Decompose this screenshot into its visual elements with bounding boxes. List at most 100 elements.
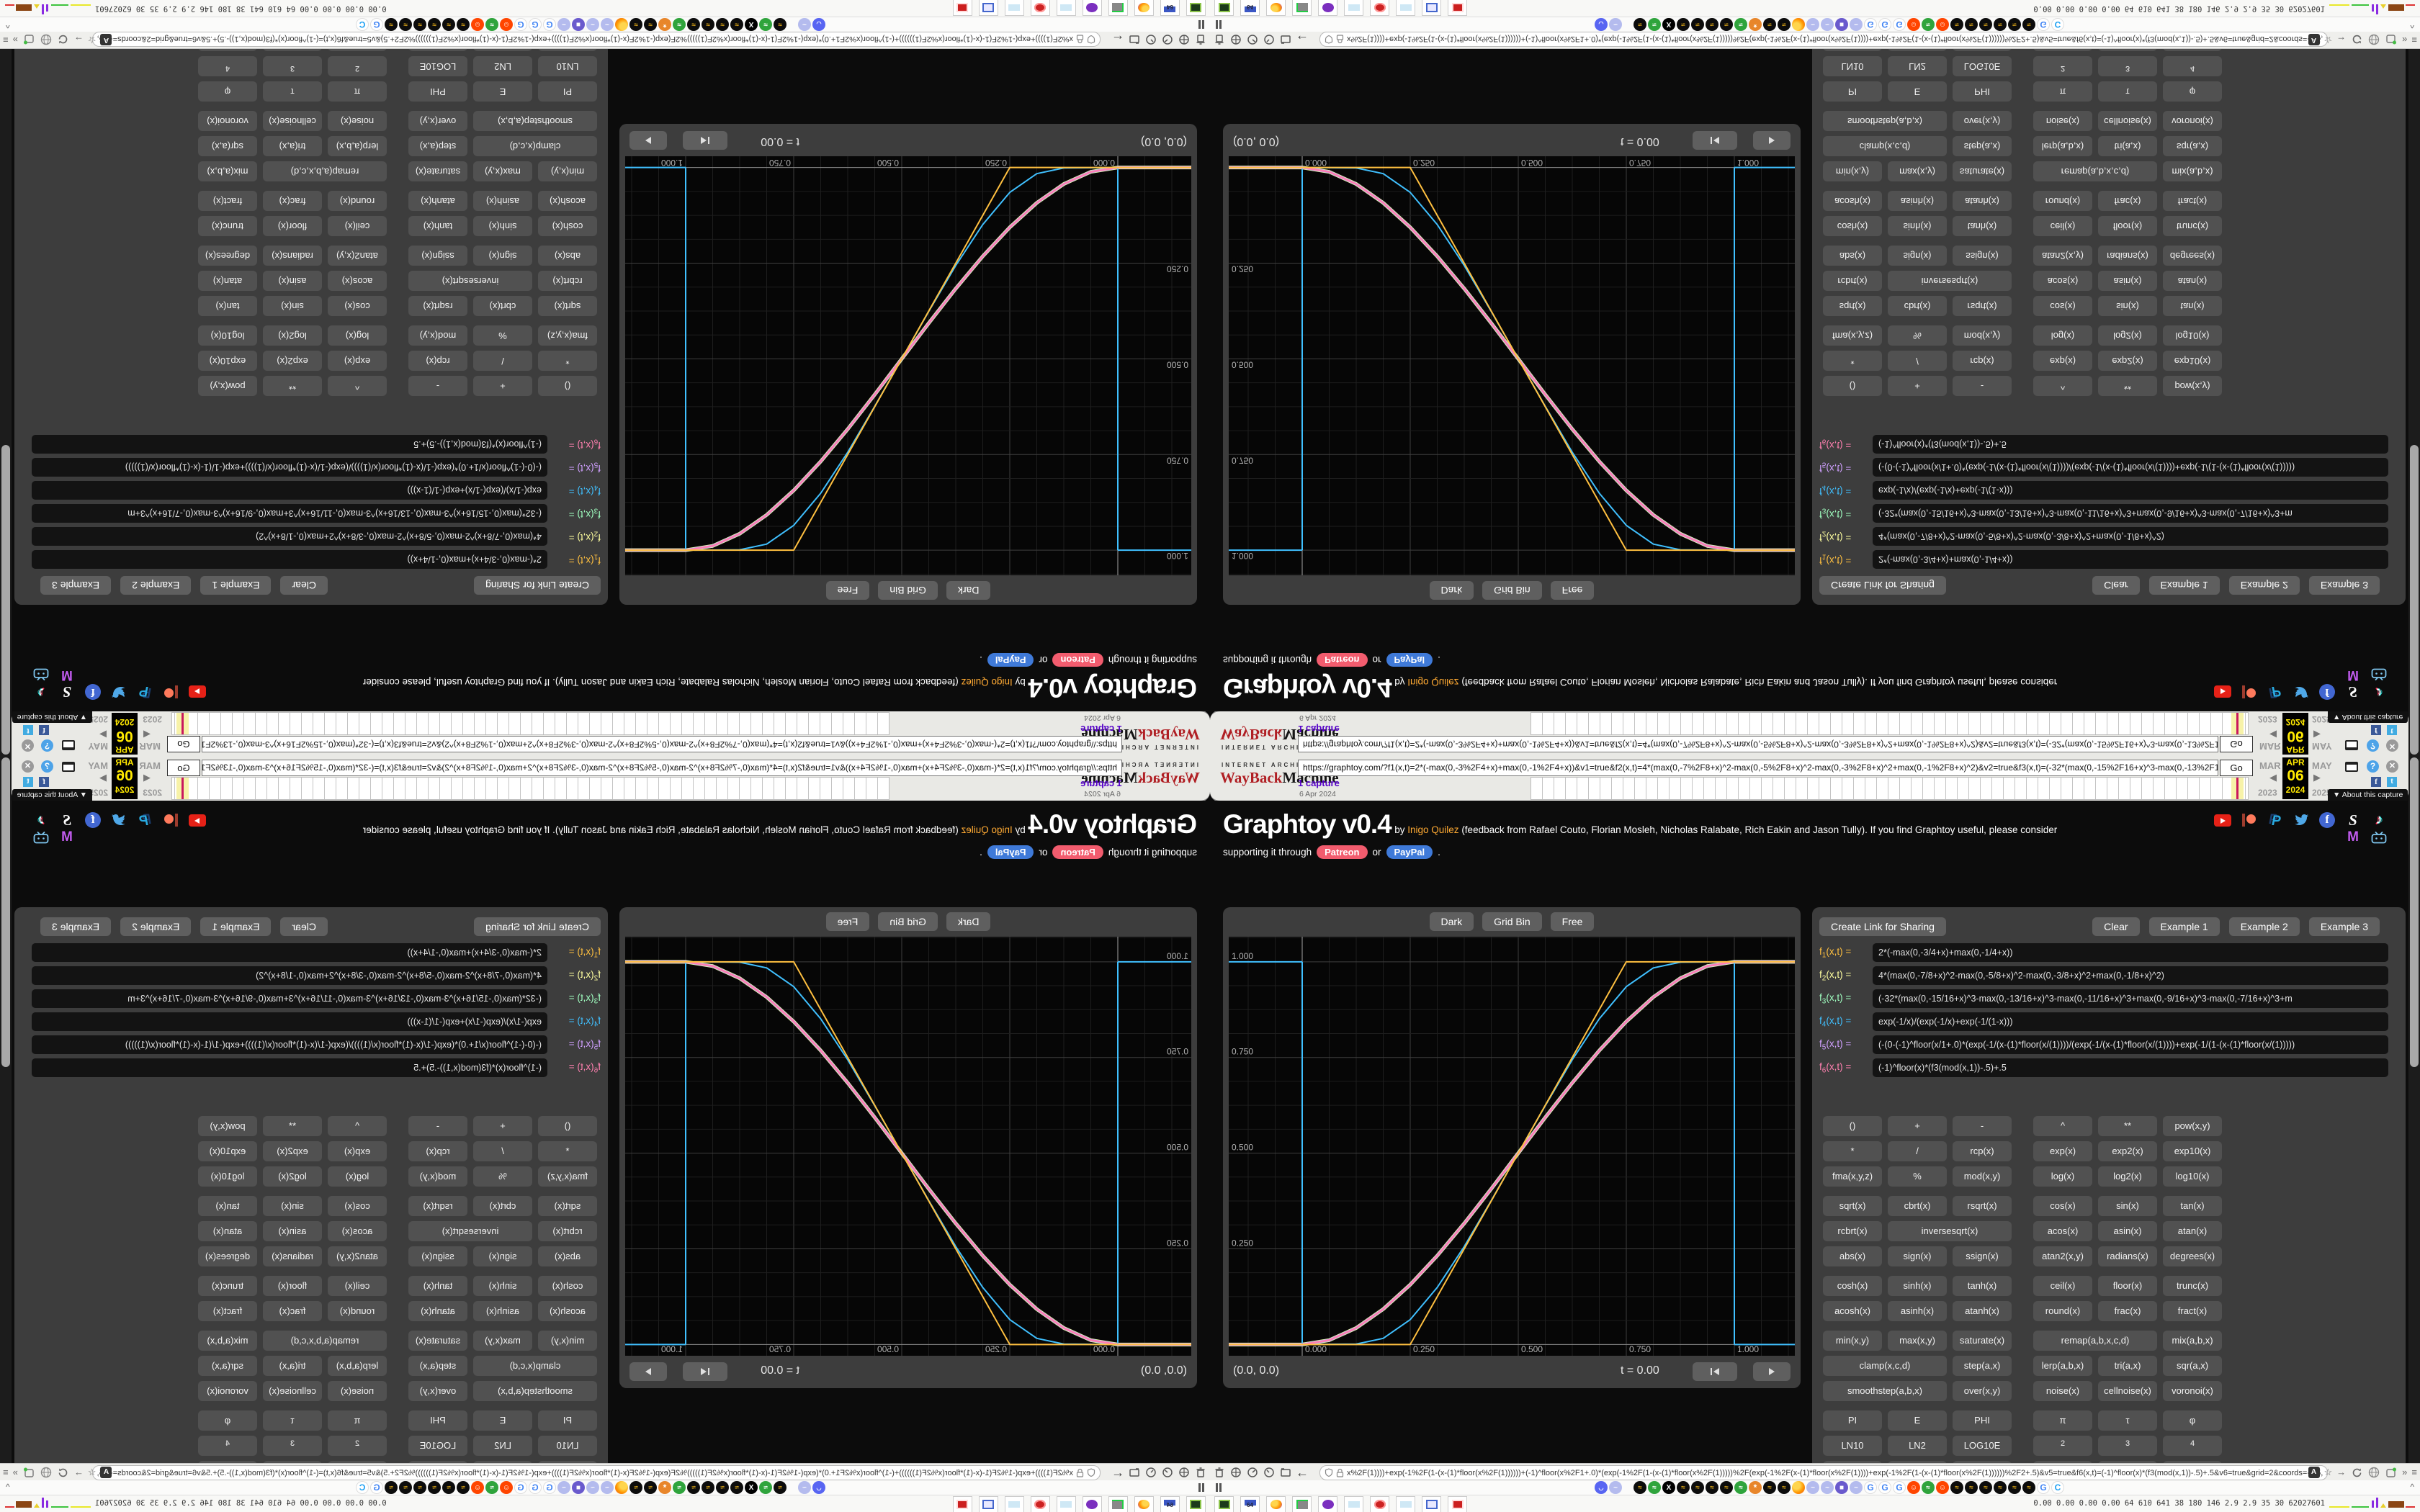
tab-favicon-waveform[interactable]: ≈ xyxy=(687,1481,700,1494)
keypad-button--[interactable]: () xyxy=(538,376,597,396)
keypad-button-over-x-y-[interactable]: over(x,y) xyxy=(408,111,467,131)
keypad-button-lerp-a-b-x-[interactable]: lerp(a,b,x) xyxy=(2033,1356,2092,1376)
keypad-button-mix-a-b-x-[interactable]: mix(a,b,x) xyxy=(198,1331,257,1351)
keypad-button-exp10-x-[interactable]: exp10(x) xyxy=(198,1141,257,1161)
tab-favicon-greenwave[interactable]: ≈ xyxy=(485,18,498,31)
about-this-capture[interactable]: ▼ About this capture xyxy=(2328,789,2408,801)
reload-icon[interactable] xyxy=(2350,1466,2363,1479)
keypad-button-round-x-[interactable]: round(x) xyxy=(2033,191,2092,211)
keypad-button--[interactable]: + xyxy=(1888,376,1947,396)
keypad-button-exp10-x-[interactable]: exp10(x) xyxy=(2163,351,2222,371)
keypad-button-voronoi-x-[interactable]: voronoi(x) xyxy=(2163,1381,2222,1401)
tab-favicon-waveform[interactable]: ≈ xyxy=(1950,18,1963,31)
taskbar-icon-mascot[interactable] xyxy=(1083,0,1102,16)
keypad-button-lerp-a-b-x-[interactable]: lerp(a,b,x) xyxy=(2033,136,2092,156)
tab-favicon-waveform[interactable]: ≈ xyxy=(1706,18,1718,31)
tab-favicon-waveform[interactable]: ≈ xyxy=(687,18,700,31)
keypad-button-noise-x-[interactable]: noise(x) xyxy=(2033,111,2092,131)
keypad-button-floor-x-[interactable]: floor(x) xyxy=(263,216,322,236)
wayback-current-capture[interactable]: APR 06 2024 xyxy=(112,713,138,755)
tab-favicon-lavender[interactable]: ~ xyxy=(1806,1481,1819,1494)
tab-favicon-greenwave[interactable]: ≈ xyxy=(1734,1481,1747,1494)
globe-icon[interactable] xyxy=(2367,1466,2380,1479)
keypad-button-sqr-a-x-[interactable]: sqr(a,x) xyxy=(2163,1356,2222,1376)
keypad-button-atan2-x-y-[interactable]: atan2(x,y) xyxy=(2033,246,2092,266)
youtube-icon[interactable] xyxy=(189,685,206,698)
taskbar-icon-notepad[interactable] xyxy=(1057,0,1076,16)
keypad-button-cos-x-[interactable]: cos(x) xyxy=(328,296,387,316)
keypad-button-atanh-x-[interactable]: atanh(x) xyxy=(408,191,467,211)
reload-icon[interactable] xyxy=(57,1466,70,1479)
keypad-button-ln10[interactable]: LN10 xyxy=(538,56,597,76)
keypad-button-degrees-x-[interactable]: degrees(x) xyxy=(198,1246,257,1266)
facebook-icon[interactable]: f xyxy=(85,812,101,828)
keypad-button-cos-x-[interactable]: cos(x) xyxy=(2033,1196,2092,1216)
keypad-button-log10-x-[interactable]: log10(x) xyxy=(2163,1166,2222,1187)
tab-favicon-firefox[interactable] xyxy=(1792,18,1805,31)
tab-favicon-lavender[interactable]: ~ xyxy=(1821,18,1834,31)
twitter-icon[interactable] xyxy=(2293,812,2309,828)
keypad-button-sin-x-[interactable]: sin(x) xyxy=(263,296,322,316)
wayback-timeline[interactable] xyxy=(1531,712,2249,735)
keypad-button-3[interactable]: 3 xyxy=(263,56,322,76)
keypad-button-log-x-[interactable]: log(x) xyxy=(2033,1166,2092,1187)
keypad-button-tanh-x-[interactable]: tanh(x) xyxy=(1953,1276,2012,1296)
keypad-button-phi[interactable]: PHI xyxy=(1953,1410,2012,1431)
graph-canvas[interactable]: 1.000 0.750 0.500 0.250 0.000 0.250 0.500 0.750… xyxy=(623,937,1193,1356)
tab-favicon-reddit[interactable]: ☺ xyxy=(471,1481,484,1494)
formula-input-f3[interactable]: (-32*(max(0,-15/16+x)^3-max(0,-13/16+x)^… xyxy=(32,989,547,1008)
youtube-icon[interactable] xyxy=(189,814,206,827)
folder-icon[interactable] xyxy=(1279,33,1292,46)
bilibili-icon[interactable] xyxy=(33,667,49,683)
calendar-view-icon[interactable] xyxy=(2345,740,2358,750)
tab-favicon-waveform[interactable]: ≈ xyxy=(385,18,398,31)
keypad-button-rsqrt-x-[interactable]: rsqrt(x) xyxy=(1953,1196,2012,1216)
tab-favicon-waveform[interactable]: ≈ xyxy=(1691,1481,1704,1494)
keypad-button-exp2-x-[interactable]: exp2(x) xyxy=(2098,351,2157,371)
tab-favicon-waveform[interactable]: ≈ xyxy=(1778,18,1791,31)
keypad-button-log10-x-[interactable]: log10(x) xyxy=(2163,325,2222,346)
tab-favicon-waveform[interactable]: ≈ xyxy=(399,1481,412,1494)
time-play-button[interactable] xyxy=(629,131,667,150)
patreon-icon[interactable] xyxy=(163,684,179,700)
trash-icon[interactable] xyxy=(1194,1466,1207,1479)
bookmark-star-icon[interactable]: ☆ xyxy=(2323,35,2333,45)
taskbar-icon-firefox[interactable] xyxy=(1134,1496,1154,1512)
clear-button[interactable]: Clear xyxy=(2092,576,2140,595)
example2-button[interactable]: Example 2 xyxy=(120,917,192,936)
tab-favicon-waveform[interactable]: ≈ xyxy=(457,1481,470,1494)
keypad-button-frac-x-[interactable]: frac(x) xyxy=(2098,191,2157,211)
example1-button[interactable]: Example 1 xyxy=(200,917,272,936)
close-banner-icon[interactable]: ✕ xyxy=(2386,760,2398,773)
wayback-year-prev[interactable]: 2023 xyxy=(2258,714,2277,724)
tab-favicon-lavender[interactable]: ~ xyxy=(798,1481,811,1494)
substack-icon[interactable]: S xyxy=(63,811,71,829)
trash-icon[interactable] xyxy=(1194,33,1207,46)
go-arrow-icon[interactable]: → xyxy=(2336,1467,2347,1477)
keypad-button-log-x-[interactable]: log(x) xyxy=(328,325,387,346)
keypad-button-voronoi-x-[interactable]: voronoi(x) xyxy=(198,111,257,131)
keypad-button--[interactable]: ^ xyxy=(2033,1116,2092,1136)
tab-favicon-x[interactable]: X xyxy=(1662,1481,1675,1494)
keypad-button--[interactable]: % xyxy=(473,1166,532,1187)
formula-input-f2[interactable]: 4*(max(0,-7/8+x)^2-max(0,-5/8+x)^2-max(0… xyxy=(1873,966,2388,985)
tab-favicon-waveform[interactable]: ≈ xyxy=(385,1481,398,1494)
tab-favicon-lavender[interactable]: ~ xyxy=(1850,18,1863,31)
gauge-icon[interactable] xyxy=(1246,1466,1259,1479)
calendar-view-icon[interactable] xyxy=(62,740,75,750)
twitter-share-icon[interactable]: t xyxy=(23,777,33,787)
taskbar-icon-window[interactable] xyxy=(1422,1496,1441,1512)
tab-favicon-google[interactable]: G xyxy=(1864,1481,1877,1494)
mastodon-icon[interactable]: M xyxy=(2347,829,2359,845)
tab-favicon-lavender[interactable]: ~ xyxy=(557,18,570,31)
tab-favicon-waveform[interactable]: ≈ xyxy=(1979,18,1992,31)
tab-favicon-waveform[interactable]: ≈ xyxy=(1965,18,1978,31)
tab-list-chevron-icon[interactable]: ^ xyxy=(6,20,10,30)
grid-mode-button[interactable]: Grid Bin xyxy=(878,912,938,931)
keypad-button-sinh-x-[interactable]: sinh(x) xyxy=(473,1276,532,1296)
keypad-button--[interactable]: + xyxy=(1888,1116,1947,1136)
keypad-button-acosh-x-[interactable]: acosh(x) xyxy=(1823,191,1882,211)
scrollbar-thumb[interactable] xyxy=(1,445,10,755)
keypad-button-clamp-x-c-d-[interactable]: clamp(x,c,d) xyxy=(1823,136,1947,156)
